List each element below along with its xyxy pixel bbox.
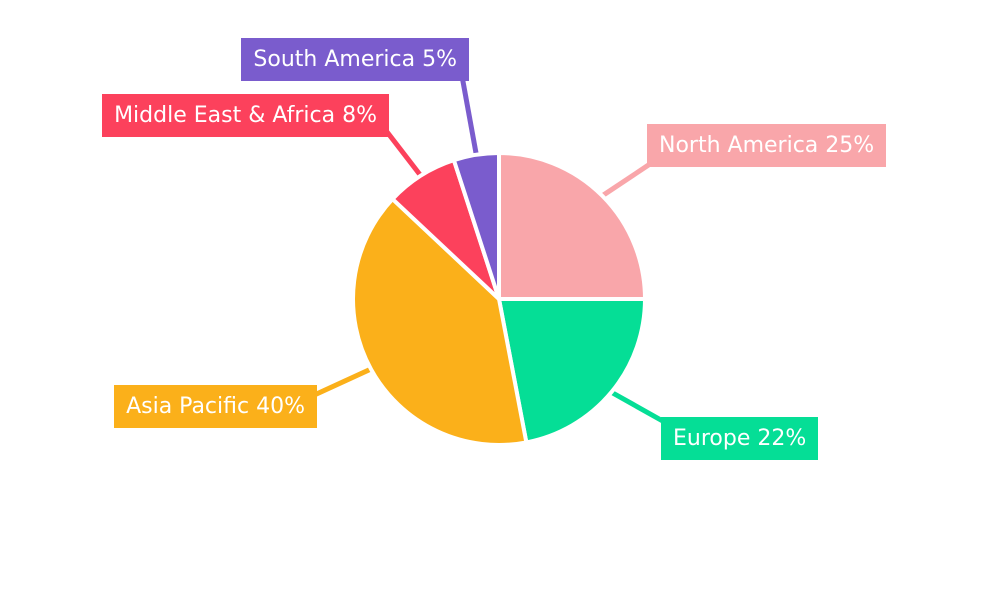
leader-line-asia-pacific (308, 366, 373, 400)
leader-line-south-america (459, 75, 479, 154)
pie-slice-south-america (451, 150, 501, 300)
label-europe: Europe 22% (661, 417, 819, 460)
label-south-america: South America 5% (241, 38, 469, 81)
label-asia-pacific: Asia Pacific 40% (114, 385, 317, 428)
pie-slice-asia-pacific (351, 196, 529, 447)
leader-line-middle-east-africa (382, 126, 423, 178)
label-north-america: North America 25% (647, 124, 887, 167)
label-middle-east-africa: Middle East & Africa 8% (102, 94, 389, 137)
pie-slice-europe (496, 297, 648, 445)
pie-slice-north-america (497, 150, 648, 301)
leader-line-north-america (600, 159, 655, 199)
leader-line-europe (609, 389, 670, 427)
